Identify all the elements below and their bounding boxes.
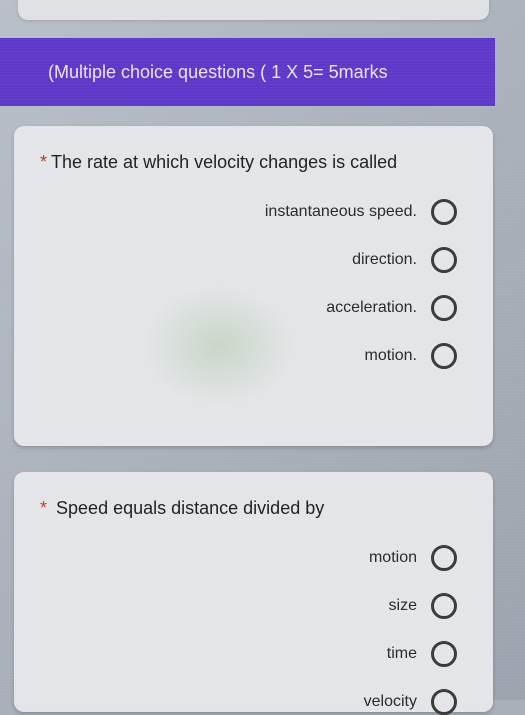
radio-icon: [431, 545, 457, 571]
radio-icon: [431, 593, 457, 619]
option-acceleration[interactable]: acceleration.: [326, 295, 457, 321]
question-2-options: motion size time velocity: [40, 545, 467, 715]
question-2-text: * Speed equals distance divided by: [40, 498, 467, 519]
option-direction[interactable]: direction.: [352, 247, 457, 273]
option-label: acceleration.: [326, 299, 417, 317]
required-asterisk: *: [40, 498, 47, 518]
question-2-label: Speed equals distance divided by: [56, 498, 324, 518]
option-label: size: [389, 597, 417, 615]
radio-icon: [431, 689, 457, 715]
section-title: (Multiple choice questions ( 1 X 5= 5mar…: [48, 62, 388, 83]
question-card-2: * Speed equals distance divided by motio…: [14, 472, 493, 712]
radio-icon: [431, 641, 457, 667]
section-header: (Multiple choice questions ( 1 X 5= 5mar…: [0, 38, 495, 106]
previous-card-edge: [18, 0, 489, 20]
option-velocity[interactable]: velocity: [364, 689, 457, 715]
option-size[interactable]: size: [389, 593, 457, 619]
option-instantaneous-speed[interactable]: instantaneous speed.: [265, 199, 457, 225]
radio-icon: [431, 295, 457, 321]
question-1-text: *The rate at which velocity changes is c…: [40, 152, 467, 173]
question-1-options: instantaneous speed. direction. accelera…: [40, 199, 467, 369]
option-motion[interactable]: motion.: [365, 343, 457, 369]
option-label: motion.: [365, 347, 417, 365]
radio-icon: [431, 199, 457, 225]
option-motion-2[interactable]: motion: [369, 545, 457, 571]
option-label: instantaneous speed.: [265, 203, 417, 221]
question-1-label: The rate at which velocity changes is ca…: [51, 152, 397, 172]
question-card-1: *The rate at which velocity changes is c…: [14, 126, 493, 446]
radio-icon: [431, 343, 457, 369]
option-label: time: [387, 645, 417, 663]
option-label: motion: [369, 549, 417, 567]
option-label: direction.: [352, 251, 417, 269]
radio-icon: [431, 247, 457, 273]
required-asterisk: *: [40, 152, 47, 172]
option-time[interactable]: time: [387, 641, 457, 667]
option-label: velocity: [364, 693, 417, 711]
